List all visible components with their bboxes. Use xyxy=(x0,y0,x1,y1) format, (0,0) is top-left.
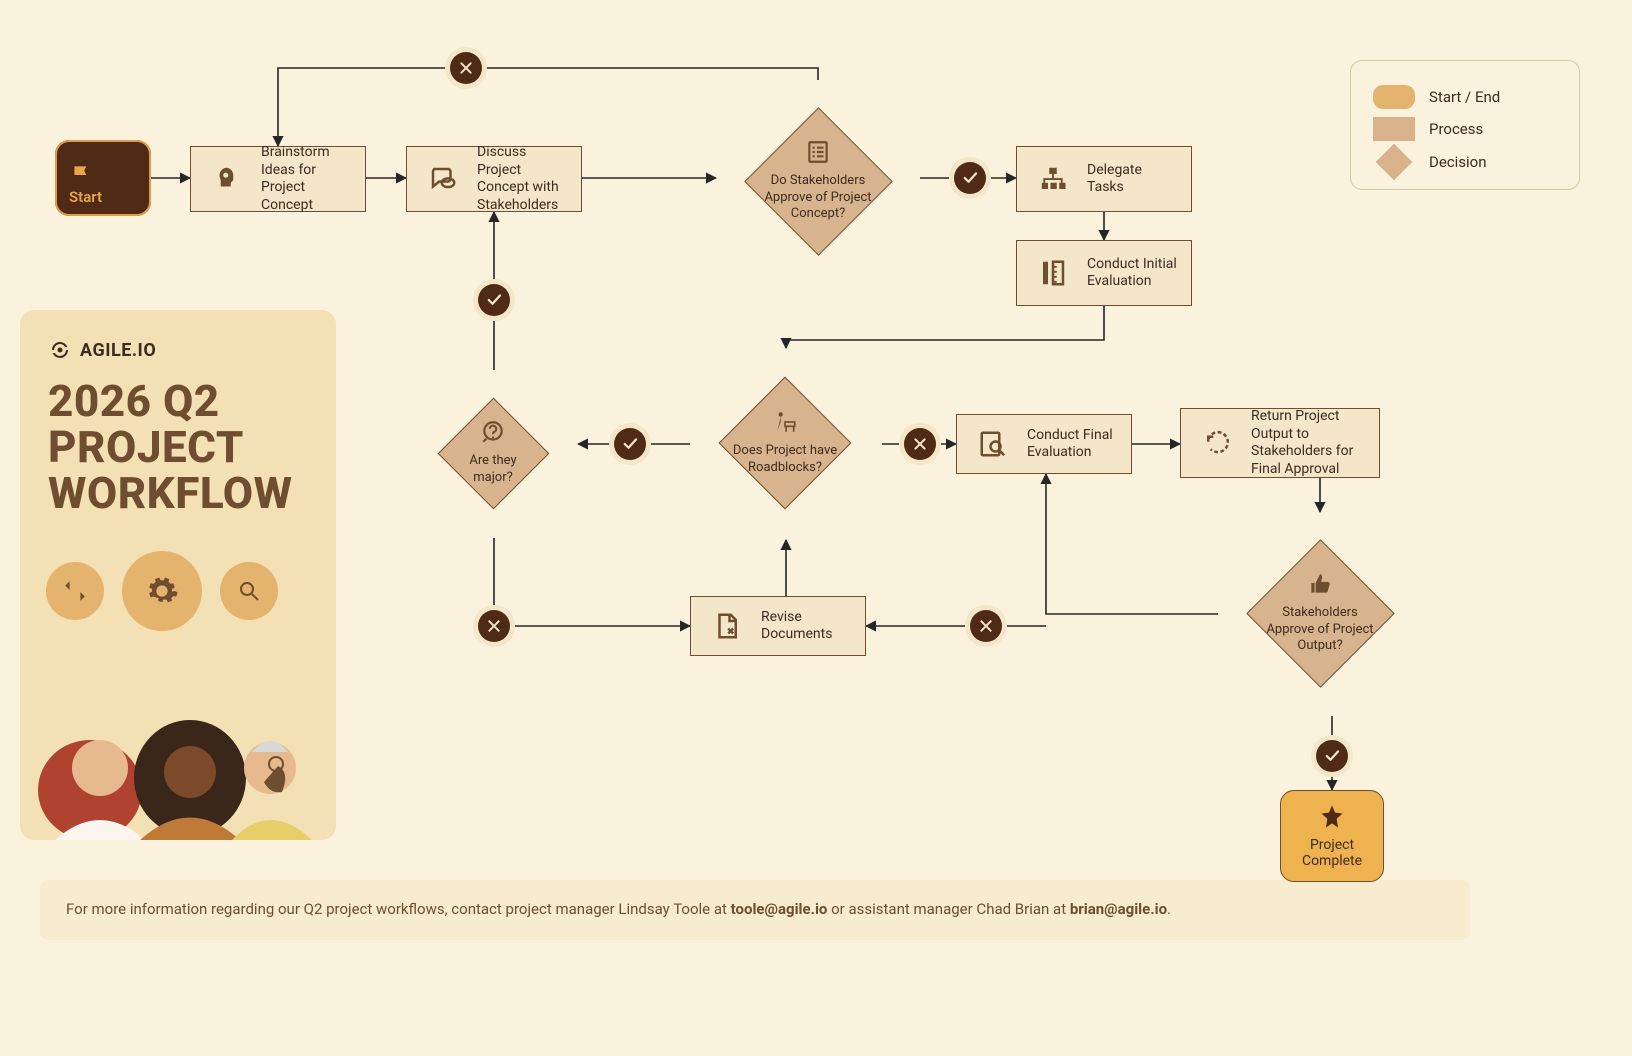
check-icon xyxy=(614,428,646,460)
node-approve1: Do Stakeholders Approve of Project Conce… xyxy=(745,108,891,254)
search-icon xyxy=(220,562,278,620)
legend: Start / End Process Decision xyxy=(1350,60,1580,190)
legend-pill-icon xyxy=(1373,85,1415,109)
footer-email1: toole@agile.io xyxy=(731,900,828,918)
node-return: Return Project Output to Stakeholders fo… xyxy=(1180,408,1380,478)
node-complete: Project Complete xyxy=(1280,790,1384,882)
brand-text: AGILE.IO xyxy=(80,340,156,361)
footer-text-post: . xyxy=(1167,900,1171,918)
footer-email2: brian@agile.io xyxy=(1070,900,1167,918)
e-initial-roadblk xyxy=(786,306,1104,348)
footer-text-pre: For more information regarding our Q2 pr… xyxy=(66,900,731,918)
x-icon xyxy=(970,610,1002,642)
legend-label: Process xyxy=(1429,120,1483,138)
legend-rect-icon xyxy=(1373,117,1415,141)
node-start: Start xyxy=(55,140,151,216)
x-icon xyxy=(904,428,936,460)
x-icon xyxy=(450,52,482,84)
node-initial: Conduct Initial Evaluation xyxy=(1016,240,1192,306)
node-approve2: Stakeholders Approve of Project Output? xyxy=(1247,540,1393,686)
legend-row-start: Start / End xyxy=(1373,85,1557,109)
e-major-no xyxy=(494,538,690,626)
panel-title: 2026 Q2 PROJECT WORKFLOW xyxy=(20,362,336,541)
brand: AGILE.IO xyxy=(20,310,336,362)
legend-label: Start / End xyxy=(1429,88,1500,106)
legend-diamond-icon xyxy=(1376,144,1413,181)
check-icon xyxy=(954,162,986,194)
tool-icons xyxy=(20,541,336,631)
info-panel: AGILE.IO 2026 Q2 PROJECT WORKFLOW xyxy=(20,310,336,840)
node-final: Conduct Final Evaluation xyxy=(956,414,1132,474)
footer-text-mid: or assistant manager Chad Brian at xyxy=(827,900,1069,918)
node-brainstorm: Brainstorm Ideas for Project Concept xyxy=(190,146,366,212)
footer: For more information regarding our Q2 pr… xyxy=(40,880,1470,940)
e-appr2-no xyxy=(1046,474,1218,614)
node-major: Are they major? xyxy=(438,398,548,508)
e-appr1-no xyxy=(278,68,818,146)
node-roadblock: Does Project have Roadblocks? xyxy=(720,378,850,508)
gear-icon xyxy=(122,551,202,631)
legend-row-decision: Decision xyxy=(1373,149,1557,175)
diagram-canvas: Start / End Process Decision AGILE.IO 20… xyxy=(0,0,1632,1056)
node-discuss: Discuss Project Concept with Stakeholder… xyxy=(406,146,582,212)
legend-row-process: Process xyxy=(1373,117,1557,141)
tools-icon xyxy=(46,562,104,620)
check-icon xyxy=(478,284,510,316)
x-icon xyxy=(478,610,510,642)
node-revise: Revise Documents xyxy=(690,596,866,656)
node-delegate: Delegate Tasks xyxy=(1016,146,1192,212)
legend-label: Decision xyxy=(1429,153,1487,171)
brand-icon xyxy=(48,338,72,362)
people-illustration xyxy=(20,680,336,840)
check-icon xyxy=(1316,740,1348,772)
